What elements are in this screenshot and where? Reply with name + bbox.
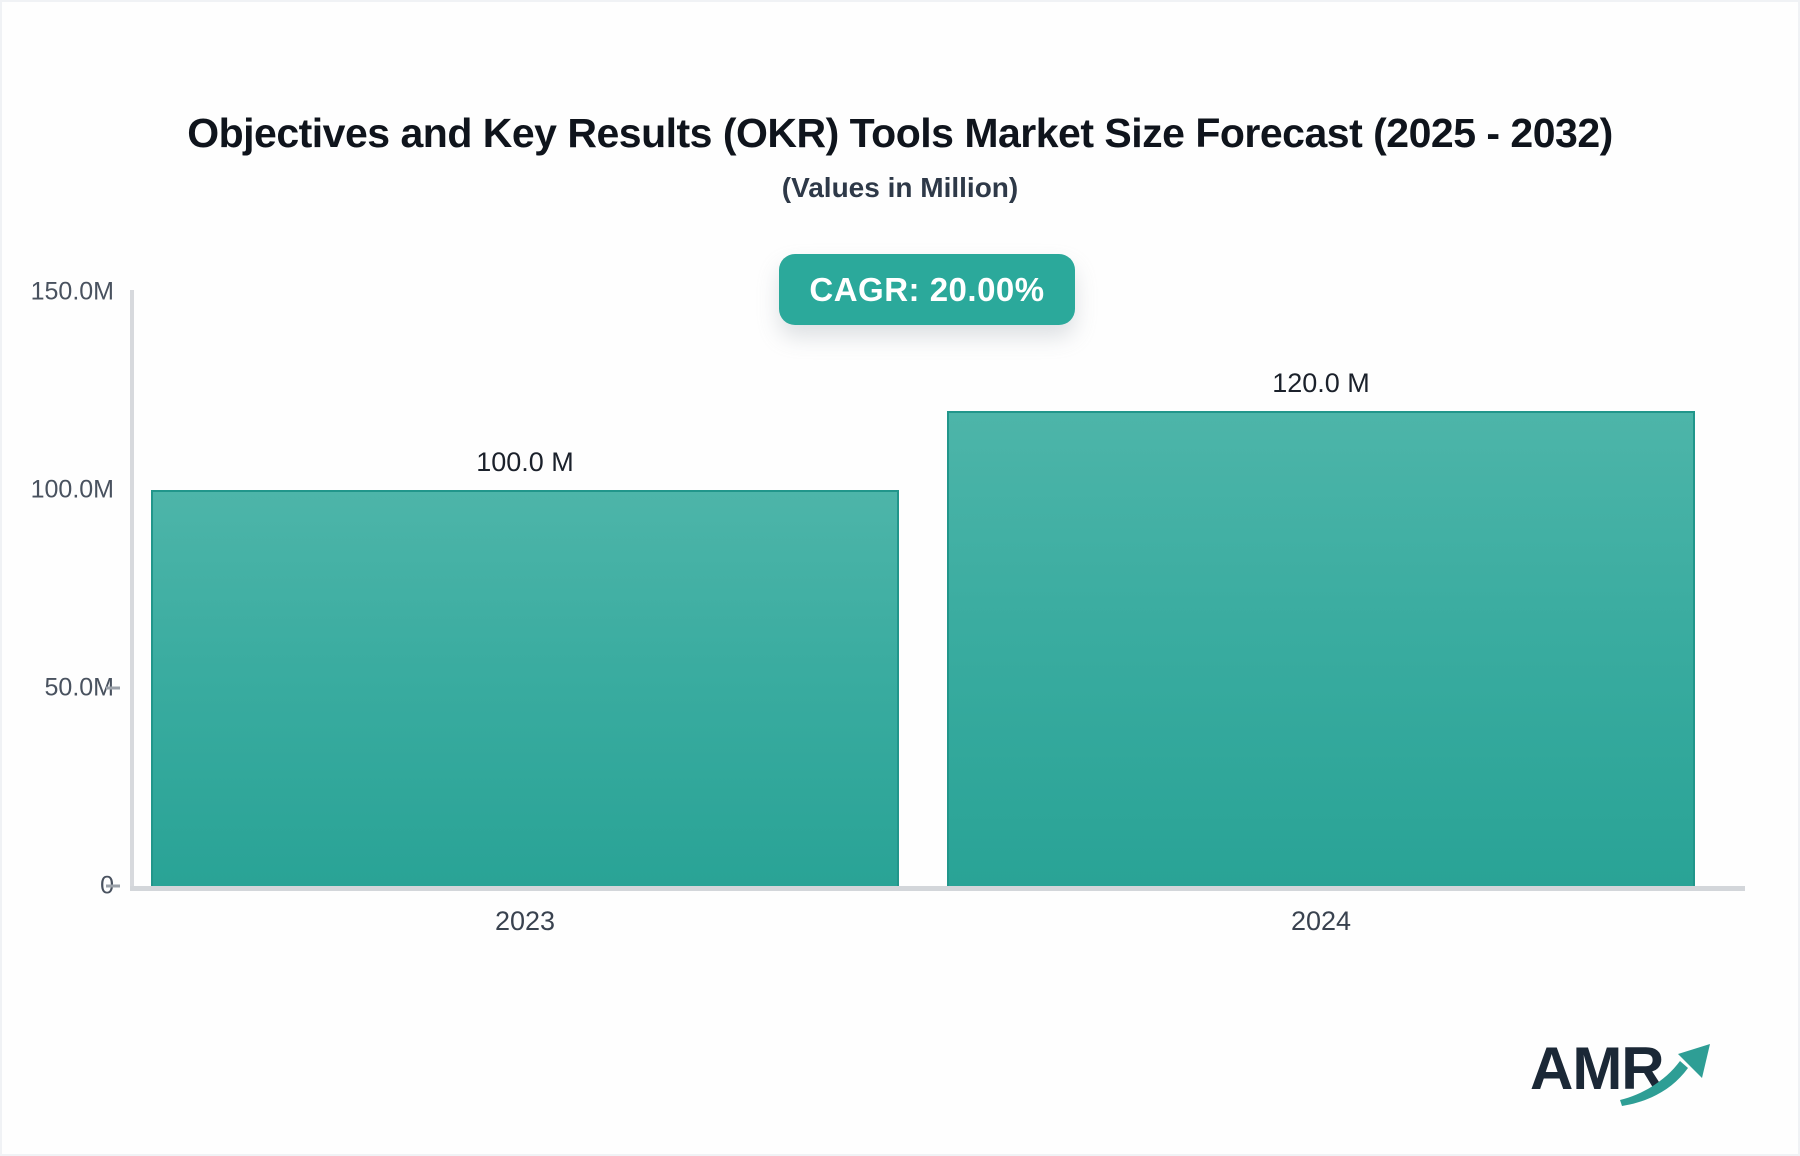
y-axis-tick-mark [106, 884, 120, 888]
bar-value-label: 100.0 M [476, 447, 574, 477]
y-axis-tick-label: 150.0M [30, 277, 114, 306]
amr-logo: AMR [1530, 1034, 1720, 1118]
y-axis-line [130, 290, 134, 888]
bar-value-label: 120.0 M [1272, 367, 1370, 398]
cagr-badge-label: CAGR: 20.00% [809, 270, 1045, 308]
bar-2024[interactable] [947, 410, 1695, 886]
chart-title: Objectives and Key Results (OKR) Tools M… [187, 110, 1613, 156]
y-axis-tick-mark [106, 686, 120, 690]
growth-arrow-icon [1620, 1044, 1710, 1106]
y-axis-tick-label: 0 [4, 872, 114, 901]
x-axis-category-label: 2023 [494, 906, 556, 936]
amr-logo-text: AMR [1530, 1035, 1665, 1102]
y-axis-tick-label: 50.0M [44, 673, 114, 702]
x-axis-category-label: 2024 [1290, 906, 1352, 936]
cagr-badge: CAGR: 20.00% [779, 254, 1075, 325]
bar-2023[interactable] [151, 490, 899, 886]
x-axis-baseline [130, 886, 1745, 891]
y-axis-tick-label: 100.0M [30, 475, 114, 504]
chart-subtitle: (Values in Million) [781, 172, 1019, 203]
